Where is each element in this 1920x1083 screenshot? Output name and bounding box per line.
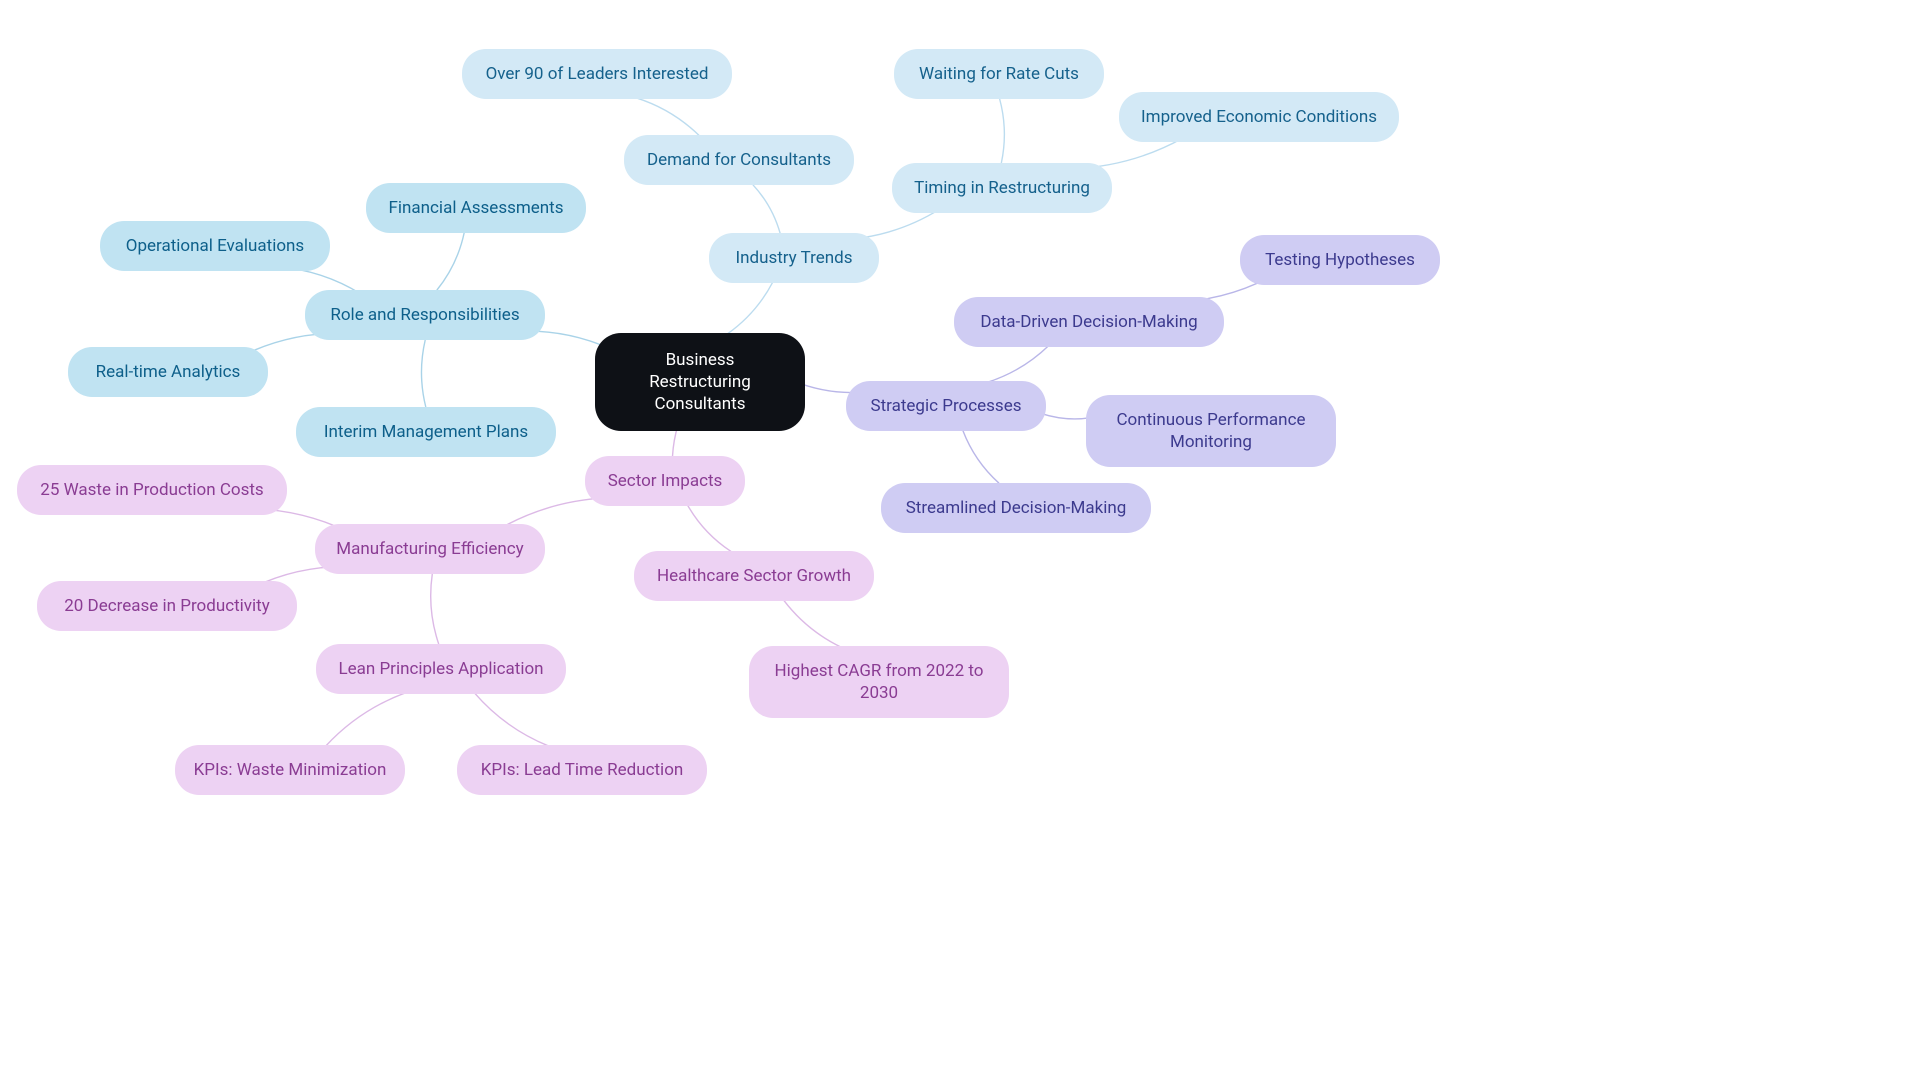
- edge-strategic-streamlined: [963, 431, 999, 484]
- node-mfg: Manufacturing Efficiency: [315, 524, 545, 574]
- node-role: Role and Responsibilities: [305, 290, 545, 340]
- node-strategic: Strategic Processes: [846, 381, 1046, 431]
- node-streamlined: Streamlined Decision-Making: [881, 483, 1151, 533]
- node-monitoring: Continuous PerformanceMonitoring: [1086, 395, 1336, 467]
- node-over90: Over 90 of Leaders Interested: [462, 49, 732, 99]
- edge-trends-demand: [753, 185, 780, 234]
- node-waiting: Waiting for Rate Cuts: [894, 49, 1104, 99]
- node-center: Business RestructuringConsultants: [595, 333, 805, 431]
- node-interim: Interim Management Plans: [296, 407, 556, 457]
- edge-timing-waiting: [1000, 99, 1005, 163]
- node-analytics: Real-time Analytics: [68, 347, 268, 397]
- node-kpi_waste: KPIs: Waste Minimization: [175, 745, 405, 795]
- node-timing: Timing in Restructuring: [892, 163, 1112, 213]
- node-waste25: 25 Waste in Production Costs: [17, 465, 287, 515]
- edge-strategic-monitoring: [1041, 414, 1091, 419]
- edge-center-trends: [727, 282, 773, 334]
- node-testing: Testing Hypotheses: [1240, 235, 1440, 285]
- node-prod20: 20 Decrease in Productivity: [37, 581, 297, 631]
- edge-mfg-lean: [431, 574, 439, 644]
- edge-sector-health: [687, 505, 731, 551]
- edge-lean-kpi_lead: [475, 693, 549, 746]
- edge-lean-kpi_waste: [326, 693, 406, 746]
- edge-demand-over90: [636, 98, 700, 137]
- node-lean: Lean Principles Application: [316, 644, 566, 694]
- node-fin: Financial Assessments: [366, 183, 586, 233]
- edge-role-interim: [421, 340, 425, 407]
- edge-health-cagr: [784, 600, 842, 647]
- edge-strategic-data: [985, 346, 1048, 383]
- node-cagr: Highest CAGR from 2022 to2030: [749, 646, 1009, 718]
- node-improved: Improved Economic Conditions: [1119, 92, 1399, 142]
- node-demand: Demand for Consultants: [624, 135, 854, 185]
- edge-role-fin: [437, 233, 464, 290]
- node-trends: Industry Trends: [709, 233, 879, 283]
- node-data: Data-Driven Decision-Making: [954, 297, 1224, 347]
- node-kpi_lead: KPIs: Lead Time Reduction: [457, 745, 707, 795]
- node-health: Healthcare Sector Growth: [634, 551, 874, 601]
- node-ops: Operational Evaluations: [100, 221, 330, 271]
- node-sector: Sector Impacts: [585, 456, 745, 506]
